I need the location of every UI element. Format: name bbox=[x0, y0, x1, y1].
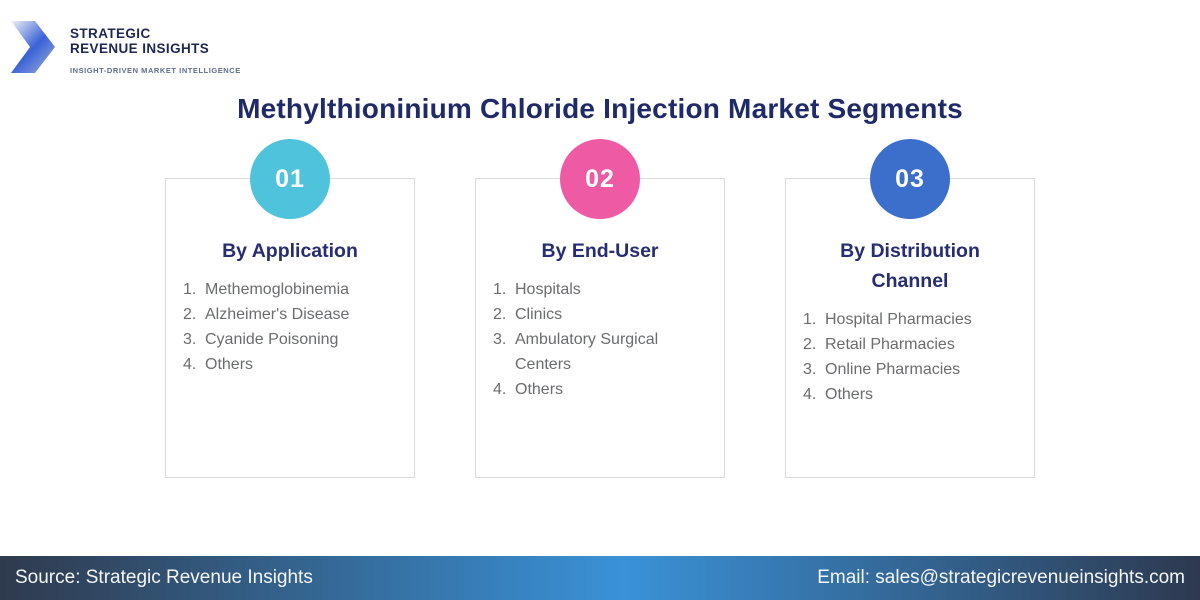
segment-list: 1. Hospital Pharmacies 2. Retail Pharmacie… bbox=[786, 307, 1034, 407]
brand-tagline: INSIGHT-DRIVEN MARKET INTELLIGENCE bbox=[70, 66, 241, 75]
segment-number-badge: 01 bbox=[250, 139, 330, 219]
list-item-number: 1. bbox=[183, 281, 197, 298]
list-item: 2. Alzheimer's Disease bbox=[183, 302, 402, 327]
list-item-number: 4. bbox=[493, 381, 507, 398]
list-item-label: Others bbox=[205, 356, 254, 373]
footer-email: Email: sales@strategicrevenueinsights.co… bbox=[817, 567, 1185, 588]
list-item-label: Cyanide Poisoning bbox=[205, 331, 339, 348]
list-item-label: Ambulatory Surgical Centers bbox=[515, 331, 659, 373]
footer-source: Source: Strategic Revenue Insights bbox=[15, 567, 313, 588]
list-item-number: 3. bbox=[803, 361, 817, 378]
list-item: 3. Ambulatory Surgical Centers bbox=[493, 327, 712, 377]
list-item-number: 2. bbox=[493, 306, 507, 323]
list-item-number: 1. bbox=[803, 311, 817, 328]
segment-heading: By Distribution Channel bbox=[840, 240, 980, 292]
list-item: 3. Online Pharmacies bbox=[803, 357, 1022, 382]
list-item: 3. Cyanide Poisoning bbox=[183, 327, 402, 352]
chevron-logo-icon bbox=[11, 21, 55, 73]
list-item-number: 3. bbox=[493, 331, 507, 348]
list-item-label: Methemoglobinemia bbox=[205, 281, 350, 298]
segment-card-application: 01 By Application 1. Methemoglobinemia 2.… bbox=[165, 139, 415, 478]
brand-name-line2: REVENUE INSIGHTS bbox=[70, 40, 210, 56]
list-item-number: 4. bbox=[183, 356, 197, 373]
list-item-label: Hospital Pharmacies bbox=[825, 311, 972, 328]
list-item-label: Hospitals bbox=[515, 281, 581, 298]
brand-logo: STRATEGIC REVENUE INSIGHTS INSIGHT-DRIVE… bbox=[10, 18, 241, 76]
segment-list: 1. Hospitals 2. Clinics 3. Ambulatory Surgi… bbox=[476, 277, 724, 402]
segment-list: 1. Methemoglobinemia 2. Alzheimer's Diseas… bbox=[166, 277, 414, 377]
list-item-number: 2. bbox=[183, 306, 197, 323]
page-title: Methylthioninium Chloride Injection Mark… bbox=[237, 93, 963, 124]
list-item-label: Clinics bbox=[515, 306, 563, 323]
list-item-number: 2. bbox=[803, 336, 817, 353]
segment-heading: By Application bbox=[222, 240, 358, 262]
list-item-label: Online Pharmacies bbox=[825, 361, 961, 378]
list-item-label: Others bbox=[825, 386, 874, 403]
list-item-label: Alzheimer's Disease bbox=[205, 306, 350, 323]
footer-bar: Source: Strategic Revenue Insights Email… bbox=[0, 556, 1200, 600]
list-item-label: Retail Pharmacies bbox=[825, 336, 955, 353]
list-item-number: 4. bbox=[803, 386, 817, 403]
list-item-number: 3. bbox=[183, 331, 197, 348]
list-item: 2. Retail Pharmacies bbox=[803, 332, 1022, 357]
brand-name: STRATEGIC REVENUE INSIGHTS INSIGHT-DRIVE… bbox=[70, 18, 241, 75]
list-item: 1. Hospitals bbox=[493, 277, 712, 302]
list-item: 4. Others bbox=[493, 377, 712, 402]
list-item: 1. Hospital Pharmacies bbox=[803, 307, 1022, 332]
segment-number-badge: 03 bbox=[870, 139, 950, 219]
brand-name-line1: STRATEGIC bbox=[70, 26, 151, 41]
segment-number-badge: 02 bbox=[560, 139, 640, 219]
list-item-number: 1. bbox=[493, 281, 507, 298]
segment-card-distribution-channel: 03 By Distribution Channel 1. Hospital Ph… bbox=[785, 139, 1035, 478]
list-item: 4. Others bbox=[183, 352, 402, 377]
segment-heading: By End-User bbox=[541, 240, 659, 262]
segment-card-end-user: 02 By End-User 1. Hospitals 2. Clinics 3. A… bbox=[475, 139, 725, 478]
list-item: 4. Others bbox=[803, 382, 1022, 407]
list-item: 1. Methemoglobinemia bbox=[183, 277, 402, 302]
list-item: 2. Clinics bbox=[493, 302, 712, 327]
list-item-label: Others bbox=[515, 381, 564, 398]
